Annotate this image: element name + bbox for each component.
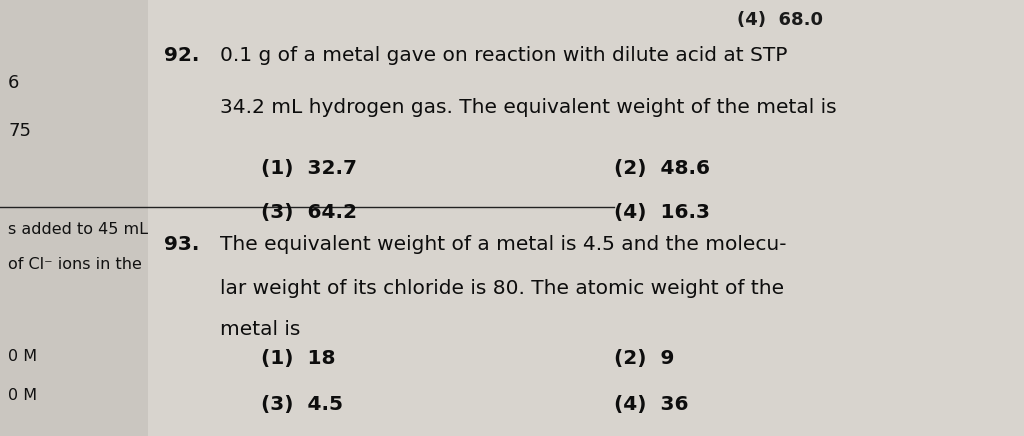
- Text: 34.2 mL hydrogen gas. The equivalent weight of the metal is: 34.2 mL hydrogen gas. The equivalent wei…: [220, 98, 837, 117]
- Text: (3)  4.5: (3) 4.5: [261, 395, 343, 414]
- Text: 75: 75: [8, 122, 31, 140]
- Text: (2)  48.6: (2) 48.6: [614, 159, 711, 178]
- Text: (2)  9: (2) 9: [614, 349, 675, 368]
- Text: metal is: metal is: [220, 320, 300, 340]
- Text: 0.1 g of a metal gave on reaction with dilute acid at STP: 0.1 g of a metal gave on reaction with d…: [220, 46, 787, 65]
- Text: s added to 45 mL: s added to 45 mL: [8, 222, 148, 237]
- Bar: [0, 0, 148, 436]
- Text: (4)  16.3: (4) 16.3: [614, 203, 711, 222]
- Text: 93.: 93.: [164, 235, 200, 255]
- Text: (1)  18: (1) 18: [261, 349, 336, 368]
- Text: 0 M: 0 M: [8, 349, 37, 364]
- Text: (1)  32.7: (1) 32.7: [261, 159, 357, 178]
- Text: (3)  64.2: (3) 64.2: [261, 203, 357, 222]
- Text: 0 M: 0 M: [8, 388, 37, 403]
- Text: 92.: 92.: [164, 46, 200, 65]
- Text: (4)  36: (4) 36: [614, 395, 689, 414]
- Text: of Cl⁻ ions in the: of Cl⁻ ions in the: [8, 257, 142, 272]
- Text: (4)  68.0: (4) 68.0: [737, 11, 823, 29]
- Text: The equivalent weight of a metal is 4.5 and the molecu-: The equivalent weight of a metal is 4.5 …: [220, 235, 786, 255]
- Text: 6: 6: [8, 74, 19, 92]
- Text: lar weight of its chloride is 80. The atomic weight of the: lar weight of its chloride is 80. The at…: [220, 279, 784, 298]
